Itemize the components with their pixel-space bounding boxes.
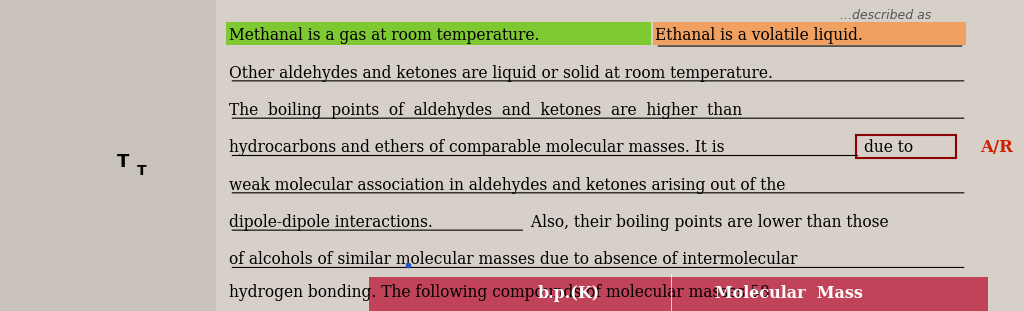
Text: dipole-dipole interactions.: dipole-dipole interactions. [229,214,433,231]
Text: Molecular  Mass: Molecular Mass [715,285,862,302]
Text: due to: due to [864,139,913,156]
Text: Also, their boiling points are lower than those: Also, their boiling points are lower tha… [526,214,889,231]
Text: ...described as: ...described as [840,9,931,22]
FancyBboxPatch shape [653,22,966,45]
Bar [0,0,215,311]
FancyBboxPatch shape [226,22,651,45]
Text: A/R: A/R [980,139,1013,156]
Text: hydrogen bonding. The following compounds of molecular masses 58: hydrogen bonding. The following compound… [229,284,770,301]
Text: b.p.(K): b.p.(K) [538,285,599,302]
FancyBboxPatch shape [369,277,988,311]
Text: Ethanal is a volatile liquid.: Ethanal is a volatile liquid. [655,27,863,44]
Text: weak molecular association in aldehydes and ketones arising out of the: weak molecular association in aldehydes … [229,177,785,193]
Text: Other aldehydes and ketones are liquid or solid at room temperature.: Other aldehydes and ketones are liquid o… [229,65,773,81]
Text: Methanal is a gas at room temperature.: Methanal is a gas at room temperature. [229,27,540,44]
Text: of alcohols of similar molecular masses due to absence of intermolecular: of alcohols of similar molecular masses … [229,251,798,268]
Text: T: T [117,153,129,171]
Text: The  boiling  points  of  aldehydes  and  ketones  are  higher  than: The boiling points of aldehydes and keto… [229,102,742,119]
Text: hydrocarbons and ethers of comparable molecular masses. It is: hydrocarbons and ethers of comparable mo… [229,139,725,156]
Text: T: T [136,164,146,178]
